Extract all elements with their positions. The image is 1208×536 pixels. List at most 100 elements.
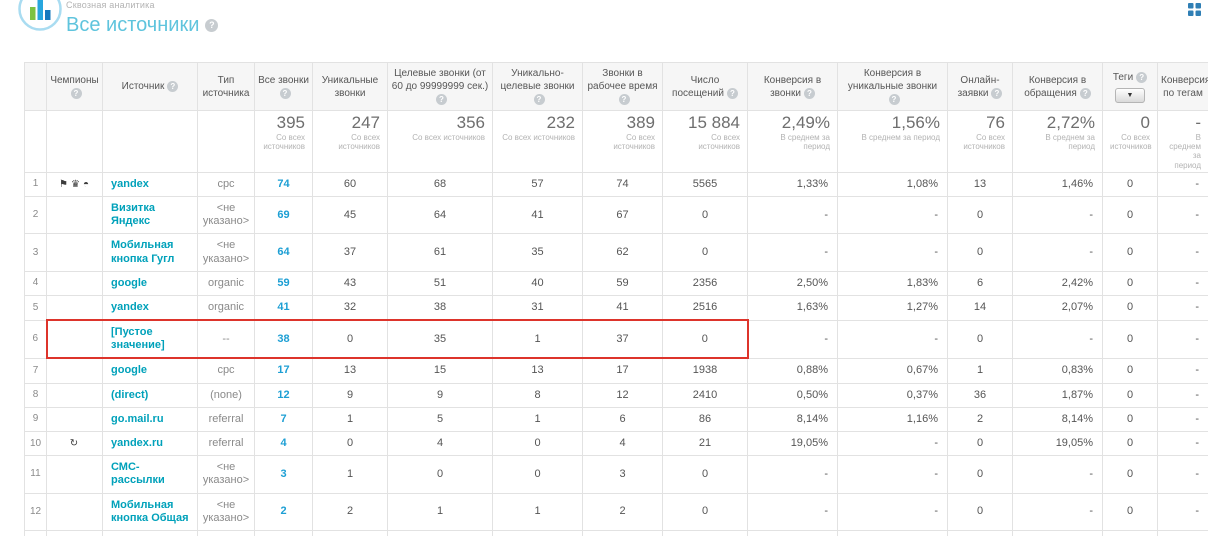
help-icon[interactable]: ? xyxy=(533,94,545,105)
column-header-unique-calls[interactable]: Уникальные звонки xyxy=(312,62,388,111)
column-header-all-calls[interactable]: Все звонки? xyxy=(254,62,313,111)
help-icon[interactable]: ? xyxy=(1136,71,1148,83)
help-icon[interactable]: ? xyxy=(803,87,815,99)
column-header-source-type[interactable]: Тип источника xyxy=(197,62,255,111)
all-calls-cell[interactable]: 12 xyxy=(254,382,313,408)
all-calls-cell[interactable]: 64 xyxy=(254,233,313,272)
champions-cell xyxy=(46,294,103,321)
tags-filter-button[interactable]: ▼ xyxy=(1115,87,1145,103)
source-link[interactable]: Мобильная кнопка Гугл xyxy=(111,239,175,265)
all-calls-link[interactable]: 69 xyxy=(277,208,290,221)
column-header-unique-calls-conversion[interactable]: Конверсия в уникальные звонки? xyxy=(837,62,948,111)
all-calls-link[interactable]: 12 xyxy=(277,388,290,401)
all-calls-link[interactable]: 74 xyxy=(277,177,290,190)
unique-target-calls-cell: 35 xyxy=(492,233,583,272)
source-link[interactable]: yandex.ru xyxy=(111,437,163,449)
all-calls-link[interactable]: 2 xyxy=(280,505,287,518)
working-hours-calls-cell: 2 xyxy=(582,529,663,536)
online-requests-cell: 0 xyxy=(947,195,1013,235)
column-label: Тип источника xyxy=(202,74,250,99)
all-calls-cell[interactable]: 2 xyxy=(254,492,313,531)
help-icon[interactable]: ? xyxy=(70,87,82,99)
working-hours-calls-cell: 59 xyxy=(582,270,663,296)
help-icon[interactable]: ? xyxy=(888,94,900,105)
all-calls-link[interactable]: 17 xyxy=(277,364,290,377)
all-calls-link[interactable]: 4 xyxy=(280,437,287,449)
all-calls-cell[interactable]: 2 xyxy=(254,529,313,536)
all-calls-link[interactable]: 38 xyxy=(277,332,290,345)
help-icon[interactable]: ? xyxy=(991,87,1003,99)
all-calls-cell[interactable]: 17 xyxy=(254,357,313,384)
column-header-working-hours-calls[interactable]: Звонки в рабочее время? xyxy=(582,62,663,111)
all-calls-cell[interactable]: 41 xyxy=(254,294,313,321)
working-hours-calls-cell: 62 xyxy=(582,233,663,272)
unique-calls-conversion-cell: - xyxy=(837,233,948,272)
all-calls-cell[interactable]: 7 xyxy=(254,406,313,433)
visits-cell: 0 xyxy=(662,455,748,494)
unique-calls-cell: 43 xyxy=(312,270,388,296)
help-icon[interactable]: ? xyxy=(279,87,291,99)
title-help-icon[interactable]: ? xyxy=(205,19,219,32)
champions-cell: ⚑ ♛ ◓ xyxy=(46,171,103,197)
source-type-cell: referral xyxy=(197,430,255,457)
column-header-tags[interactable]: Теги? ▼ xyxy=(1102,62,1158,111)
column-header-visits[interactable]: Число посещений? xyxy=(662,62,748,111)
calls-conversion-cell: - xyxy=(747,319,838,359)
all-calls-link[interactable]: 3 xyxy=(280,467,287,480)
source-link[interactable]: Мобильная кнопка Общая xyxy=(111,498,189,524)
requests-conversion-cell: 8,14% xyxy=(1012,406,1103,433)
source-cell: Мобильная кнопка Общая xyxy=(102,492,198,531)
column-header-source[interactable]: Источник? xyxy=(102,62,198,111)
source-link[interactable]: [Пустое значение] xyxy=(111,326,165,352)
online-requests-cell: 6 xyxy=(947,270,1013,296)
source-link[interactable]: СМС-рассылки xyxy=(111,461,165,487)
requests-conversion-cell: - xyxy=(1012,233,1103,272)
summary-empty-cell xyxy=(46,110,103,173)
all-calls-cell[interactable]: 74 xyxy=(254,171,313,197)
source-link[interactable]: google xyxy=(111,364,148,377)
source-link[interactable]: (direct) xyxy=(111,388,149,401)
help-icon[interactable]: ? xyxy=(618,94,630,105)
tags-cell: 0 xyxy=(1102,529,1158,536)
source-link[interactable]: google xyxy=(111,276,148,289)
all-calls-link[interactable]: 7 xyxy=(280,412,287,425)
help-icon[interactable]: ? xyxy=(726,87,738,99)
source-link[interactable]: yandex xyxy=(111,300,149,313)
column-header-calls-conversion[interactable]: Конверсия в звонки? xyxy=(747,62,838,111)
all-calls-cell[interactable]: 3 xyxy=(254,455,313,494)
all-calls-link[interactable]: 41 xyxy=(277,300,290,313)
column-header-requests-conversion[interactable]: Конверсия в обращения? xyxy=(1012,62,1103,111)
column-header-tags-conversion[interactable]: Конверсия по тегам xyxy=(1157,62,1208,111)
requests-conversion-cell: 19,05% xyxy=(1012,430,1103,457)
summary-tags: 0 Со всех источников xyxy=(1102,110,1158,173)
tags-cell: 0 xyxy=(1102,195,1158,235)
source-type-cell: referral xyxy=(197,406,255,433)
source-type-cell: <не указано> xyxy=(197,233,255,272)
all-calls-cell[interactable]: 59 xyxy=(254,270,313,296)
source-link[interactable]: yandex xyxy=(111,177,149,190)
table-body: 1 ⚑ ♛ ◓ yandex cpc 74 60 68 57 74 5565 1,33% 1,08% 13 1… xyxy=(24,171,1208,536)
summary-value: 247 xyxy=(351,113,380,132)
all-calls-cell[interactable]: 69 xyxy=(254,195,313,235)
all-calls-cell[interactable]: 4 xyxy=(254,430,313,457)
help-icon[interactable]: ? xyxy=(1079,87,1091,99)
all-calls-link[interactable]: 64 xyxy=(277,245,290,258)
requests-conversion-cell: - xyxy=(1012,319,1103,359)
apps-icon[interactable] xyxy=(1188,3,1201,16)
column-header-unique-target-calls[interactable]: Уникально-целевые звонки? xyxy=(492,62,583,111)
tags-conversion-cell: - xyxy=(1157,492,1208,531)
column-header-target-calls[interactable]: Целевые звонки (от 60 до 99999999 сек.)? xyxy=(387,62,493,111)
help-icon[interactable]: ? xyxy=(436,94,447,105)
source-link[interactable]: Визитка Яндекс xyxy=(111,201,155,228)
help-icon[interactable]: ? xyxy=(167,81,179,92)
summary-row: 395 Со всех источников 247 Со всех источник… xyxy=(24,110,1208,173)
column-header-row-number[interactable] xyxy=(24,62,47,111)
all-calls-link[interactable]: 59 xyxy=(277,276,290,289)
all-calls-cell[interactable]: 38 xyxy=(254,319,313,360)
champions-cell xyxy=(46,195,103,235)
column-header-online-requests[interactable]: Онлайн-заявки? xyxy=(947,62,1013,111)
row-number-cell: 10 xyxy=(24,430,47,457)
column-header-champions[interactable]: Чемпионы? xyxy=(46,62,103,111)
source-link[interactable]: go.mail.ru xyxy=(111,412,164,425)
target-calls-cell: 5 xyxy=(387,406,493,433)
